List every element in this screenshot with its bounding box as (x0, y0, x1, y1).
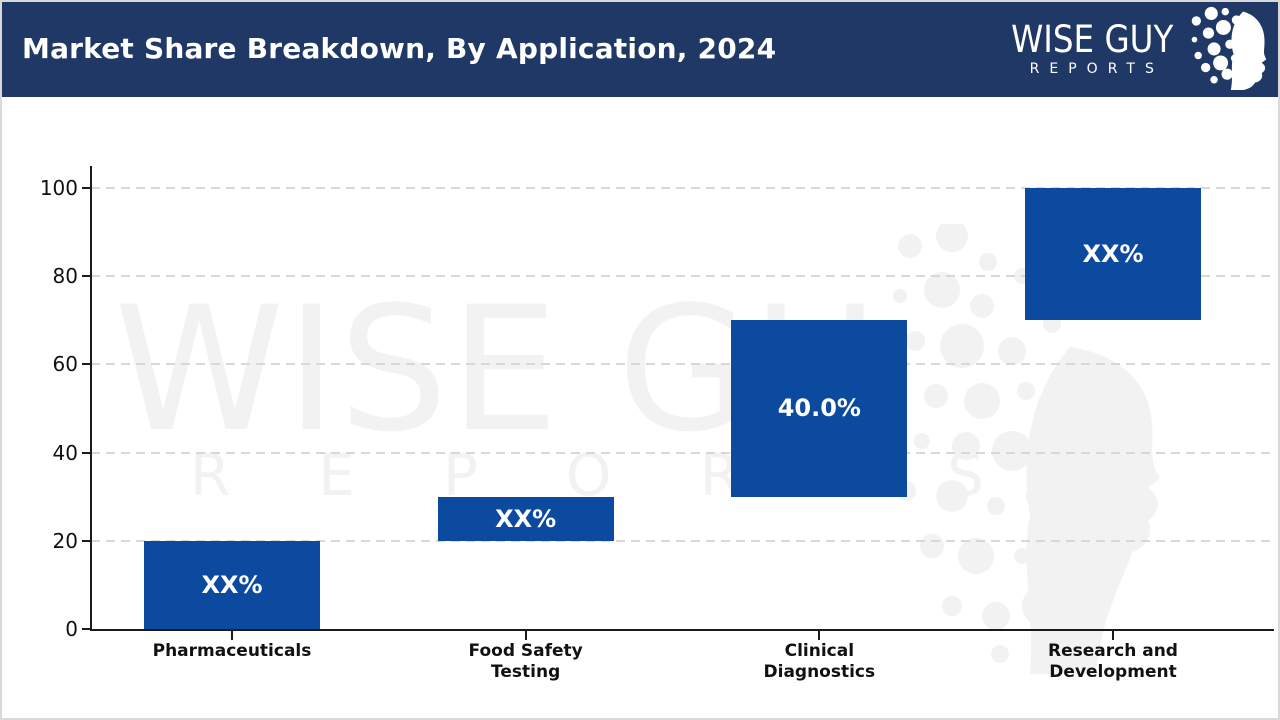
logo-sub-text: REPORTS (1029, 60, 1164, 77)
header-bar: Market Share Breakdown, By Application, … (2, 2, 1278, 97)
bar-value-label: XX% (1082, 240, 1144, 269)
gridline-100 (91, 187, 1274, 189)
bar-clinical-diagnostics: 40.0% (731, 320, 908, 497)
bar-value-label: 40.0% (777, 394, 861, 423)
y-axis-line (90, 166, 92, 631)
y-tick-60 (82, 363, 90, 366)
y-tick-label-40: 40 (52, 440, 78, 465)
x-category-label: Clinical Diagnostics (763, 641, 876, 682)
gridline-20 (91, 539, 1274, 542)
x-category-label: Food Safety Testing (468, 641, 583, 682)
logo-name-text: WISE GUY (1010, 17, 1173, 61)
dotted-head-watermark (889, 224, 1160, 674)
y-tick-label-0: 0 (65, 617, 78, 641)
gridline-80 (91, 275, 1274, 278)
y-tick-label-80: 80 (52, 264, 78, 289)
y-tick-label-20: 20 (52, 528, 78, 553)
bar-research-and-development: XX% (1025, 188, 1201, 321)
bar-food-safety-testing: XX% (437, 496, 614, 541)
x-axis-line (90, 629, 1274, 631)
y-tick-label-100: 100 (39, 176, 78, 200)
y-tick-label-60: 60 (52, 352, 78, 377)
gridline-60 (91, 363, 1274, 366)
x-tick-3 (1112, 631, 1114, 640)
y-tick-20 (82, 539, 90, 542)
y-tick-80 (82, 275, 90, 278)
page-title: Market Share Breakdown, By Application, … (22, 32, 777, 65)
x-category-label: Research and Development (1048, 641, 1178, 682)
x-tick-0 (231, 631, 233, 640)
x-tick-2 (818, 631, 821, 640)
logo-head-icon (1191, 6, 1267, 90)
x-tick-1 (524, 631, 527, 640)
gridline-40 (91, 451, 1274, 454)
wise-guy-reports-logo: WISE GUY REPORTS (1000, 6, 1272, 90)
y-tick-40 (82, 451, 90, 454)
y-tick-100 (82, 187, 90, 189)
y-tick-0 (82, 628, 90, 630)
x-category-label: Pharmaceuticals (152, 641, 312, 661)
bar-value-label: XX% (201, 570, 263, 599)
bar-pharmaceuticals: XX% (144, 540, 320, 629)
bar-value-label: XX% (495, 504, 557, 533)
